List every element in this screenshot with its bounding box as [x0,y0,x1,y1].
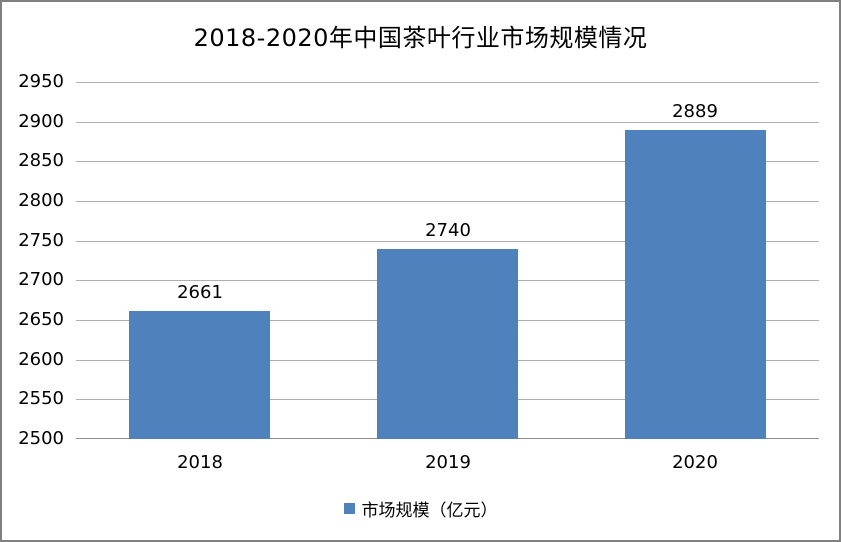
y-tick-label: 2700 [18,269,64,291]
gridline [76,201,819,202]
y-tick-label: 2850 [18,150,64,172]
plot-area [76,82,819,439]
x-tick-label: 2020 [672,452,718,473]
chart-title: 2018-2020年中国茶叶行业市场规模情况 [193,24,648,52]
gridline [76,161,819,163]
bar-value-label: 2740 [425,220,471,241]
gridline [76,121,819,123]
bar-2020 [625,130,766,439]
x-tick-label: 2018 [177,452,223,473]
y-tick-label: 2950 [18,71,64,92]
legend-swatch-icon [343,503,355,514]
y-tick-label: 2600 [18,348,64,370]
y-tick-label: 2550 [18,388,64,410]
legend: 市场规模（亿元） [2,496,839,521]
y-tick-label: 2800 [18,190,64,211]
gridline [76,82,819,83]
x-tick-label: 2019 [425,452,471,473]
gridline [76,240,819,242]
y-tick-label: 2500 [18,428,64,449]
y-tick-label: 2900 [18,110,64,132]
bar-2019 [377,249,518,439]
bar-2018 [129,311,270,439]
bar-value-label: 2889 [672,101,718,122]
legend-label: 市场规模（亿元） [361,501,498,521]
y-tick-label: 2750 [18,229,64,251]
y-tick-label: 2650 [18,309,64,330]
bar-value-label: 2661 [177,282,223,303]
